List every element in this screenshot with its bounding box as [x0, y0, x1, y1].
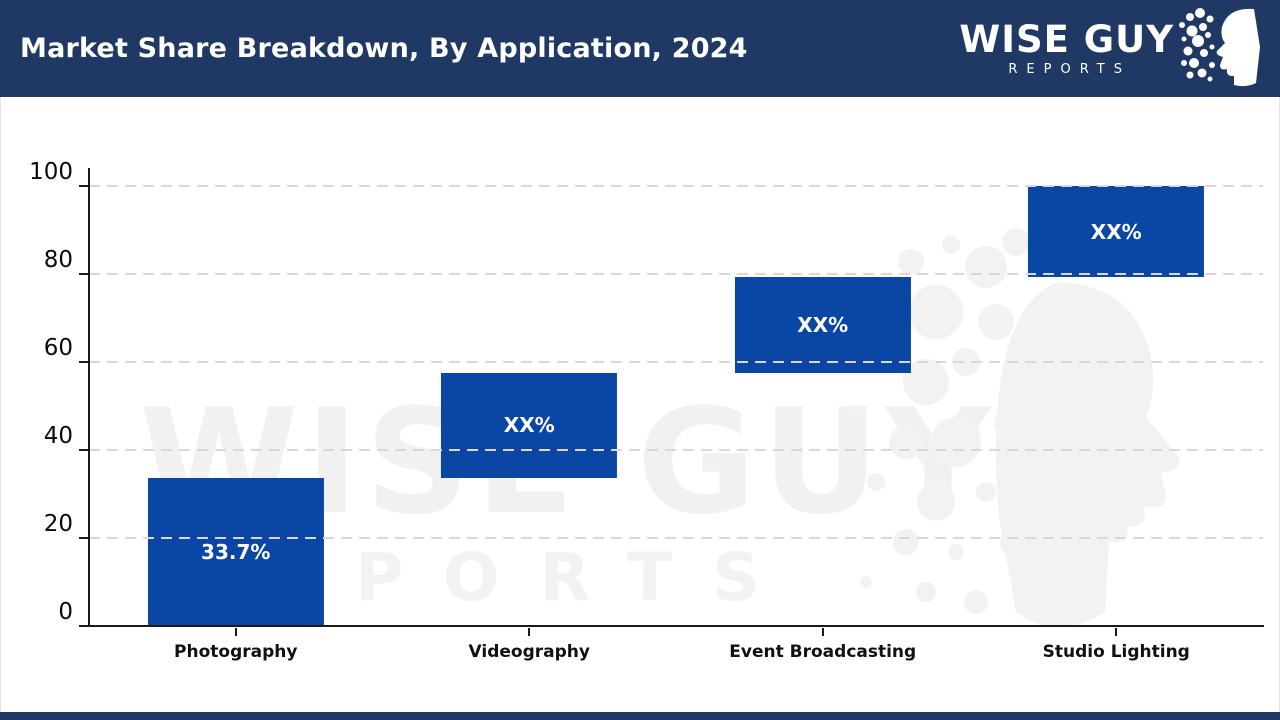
gridline — [89, 361, 1263, 363]
category-label: Studio Lighting — [1042, 642, 1190, 662]
y-tick-label: 60 — [43, 335, 73, 361]
gridline — [89, 537, 1263, 539]
bar-value-label: XX% — [797, 313, 849, 338]
y-tick — [79, 449, 89, 451]
y-tick-label: 80 — [43, 247, 73, 273]
header: Market Share Breakdown, By Application, … — [0, 0, 1280, 97]
y-axis-line — [88, 168, 90, 626]
bar-event-broadcasting: XX% — [734, 277, 911, 373]
x-tick — [528, 628, 531, 636]
y-tick-label: 20 — [43, 511, 73, 537]
gridline — [89, 185, 1263, 187]
bar-value-label: XX% — [503, 413, 555, 438]
y-tick — [79, 273, 89, 275]
chart: WISE GUY REPORTS 0 20 40 60 80 100 — [0, 97, 1280, 712]
brand-subtitle: REPORTS — [1008, 61, 1131, 77]
x-axis-line — [88, 625, 1264, 627]
gridline — [89, 449, 1263, 451]
x-tick — [234, 628, 237, 636]
bar-videography: XX% — [441, 373, 618, 478]
watermark-head-icon — [761, 217, 1191, 701]
plot-area: 0 20 40 60 80 100 33.7% Photography XX% Videograp… — [29, 159, 1263, 662]
x-tick — [1115, 628, 1118, 636]
bar-studio-lighting: XX% — [1028, 186, 1205, 278]
category-label: Photography — [174, 642, 298, 662]
brand-name: WISE GUY — [959, 17, 1174, 61]
y-tick — [79, 537, 89, 539]
y-tick — [79, 625, 89, 627]
gridline — [89, 273, 1263, 275]
category-label: Event Broadcasting — [729, 642, 917, 662]
page-title: Market Share Breakdown, By Application, … — [20, 33, 748, 64]
y-tick-label: 100 — [29, 159, 73, 185]
y-tick — [79, 185, 89, 187]
category-label: Videography — [468, 642, 590, 662]
bar-value-label: 33.7% — [201, 539, 271, 564]
bar-photography: 33.7% — [147, 477, 324, 626]
y-tick — [79, 361, 89, 363]
brand-logo-text: WISE GUY REPORTS — [959, 21, 1174, 77]
y-tick-label: 40 — [43, 423, 73, 449]
head-profile-icon — [1176, 7, 1262, 91]
brand-logo: WISE GUY REPORTS — [959, 7, 1262, 91]
y-tick-label: 0 — [58, 599, 73, 625]
footer-bar — [0, 712, 1280, 720]
bar-value-label: XX% — [1090, 219, 1142, 244]
x-tick — [821, 628, 824, 636]
